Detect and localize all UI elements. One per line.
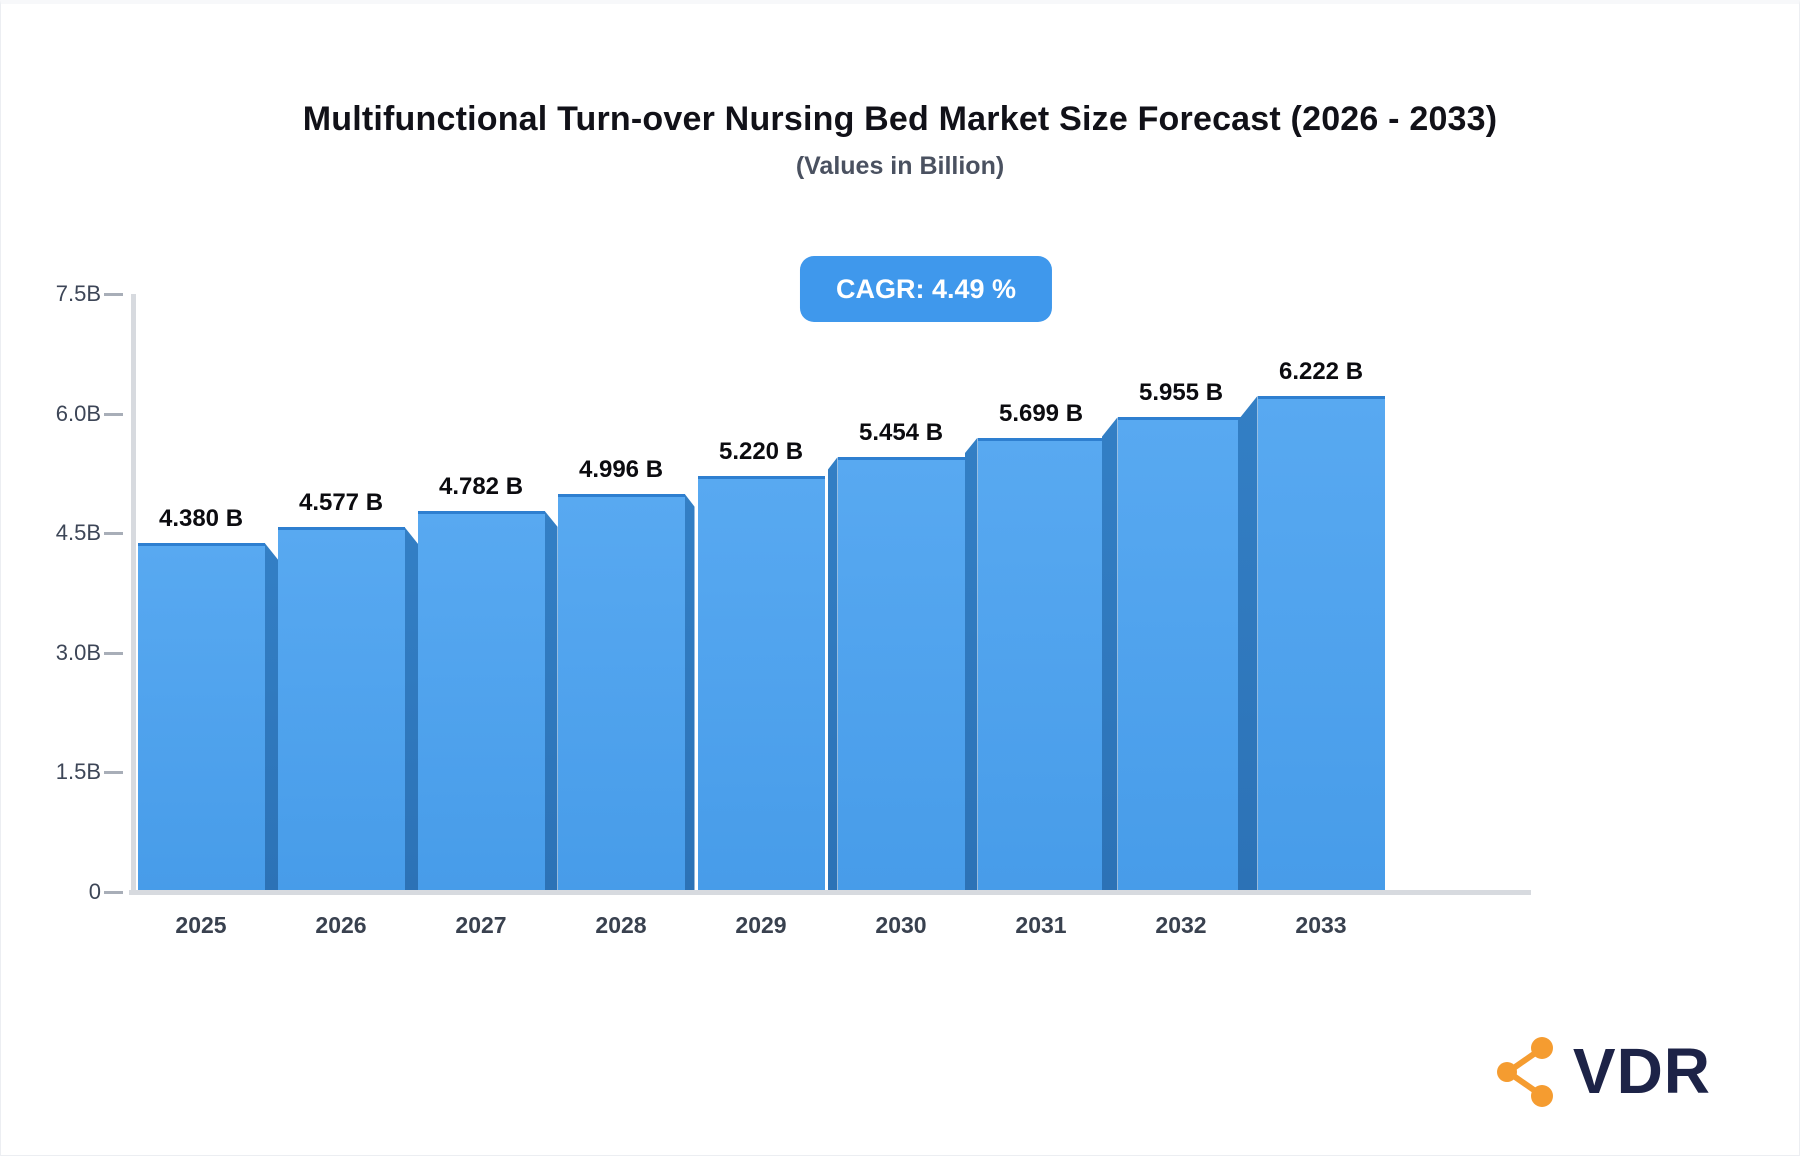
y-axis-line (131, 294, 136, 895)
bar-value-label: 6.222 B (1278, 357, 1364, 385)
logo-text: VDR (1572, 1035, 1711, 1107)
x-axis-label-2032: 2032 (1155, 912, 1207, 938)
bar-2026 (277, 527, 405, 892)
bar-value-label: 5.955 B (1138, 379, 1224, 407)
bar-value-label: 5.699 B (998, 399, 1084, 427)
y-axis-tick-label: 7.5B (55, 281, 101, 306)
chart-subtitle: (Values in Billion) (795, 152, 1005, 180)
bar-side-face (827, 457, 838, 892)
x-axis-label-2027: 2027 (455, 912, 507, 938)
bar-value-label: 4.380 B (158, 504, 244, 532)
y-axis-tick-mark (104, 293, 123, 296)
y-axis-tick-mark (104, 412, 123, 416)
x-axis-baseline (129, 890, 1531, 895)
y-axis-tick-mark (104, 532, 123, 536)
bar-value-label: 4.782 B (438, 472, 524, 500)
x-axis-label-2030: 2030 (875, 912, 927, 938)
bar-side-face (544, 510, 558, 892)
bar-2025 (137, 542, 265, 892)
bar-side-face (684, 493, 695, 892)
bar-value-label: 5.454 B (858, 419, 944, 447)
x-axis-label-2033: 2033 (1295, 912, 1347, 938)
y-axis-tick-mark (104, 891, 123, 894)
y-axis-tick-label: 1.5B (55, 759, 101, 785)
y-axis-tick-mark (104, 771, 123, 775)
bar-2032 (1117, 417, 1245, 892)
bar-side-face (1237, 395, 1258, 892)
brand-logo: VDR (1493, 1034, 1711, 1108)
x-axis-label-2025: 2025 (175, 912, 227, 938)
y-axis-tick-label: 3.0B (55, 639, 101, 665)
y-axis-tick-mark (104, 651, 123, 655)
bar-2028 (557, 493, 685, 892)
chart-title: Multifunctional Turn-over Nursing Bed Ma… (302, 100, 1498, 138)
bar-2033 (1257, 395, 1385, 892)
bar-value-label: 4.996 B (578, 455, 664, 483)
bar-side-face (964, 437, 978, 892)
bar-side-face (1101, 417, 1118, 892)
x-axis-label-2028: 2028 (595, 912, 647, 938)
x-axis-label-2031: 2031 (1015, 912, 1067, 938)
cagr-badge: CAGR: 4.49 % (799, 256, 1053, 322)
bar-value-label: 4.577 B (298, 489, 384, 517)
bar-value-label: 5.220 B (718, 437, 804, 465)
bar-side-face (404, 527, 421, 892)
bar-2027 (417, 510, 545, 892)
share-network-icon (1496, 1037, 1553, 1107)
y-axis-tick-label: 0 (88, 879, 101, 904)
bar-2029 (697, 475, 825, 892)
bar-2031 (977, 437, 1105, 892)
y-axis-tick-label: 4.5B (55, 520, 101, 546)
bar-2030 (837, 457, 965, 892)
bar-chart-plot-area: 0 1.5B 3.0B 4.5B 6.0B 7.5B 4.380 B 2025 4.577 B 2… (1, 4, 1799, 1155)
x-axis-label-2026: 2026 (315, 912, 367, 938)
y-axis-tick-label: 6.0B (55, 400, 101, 426)
x-axis-label-2029: 2029 (735, 912, 787, 938)
